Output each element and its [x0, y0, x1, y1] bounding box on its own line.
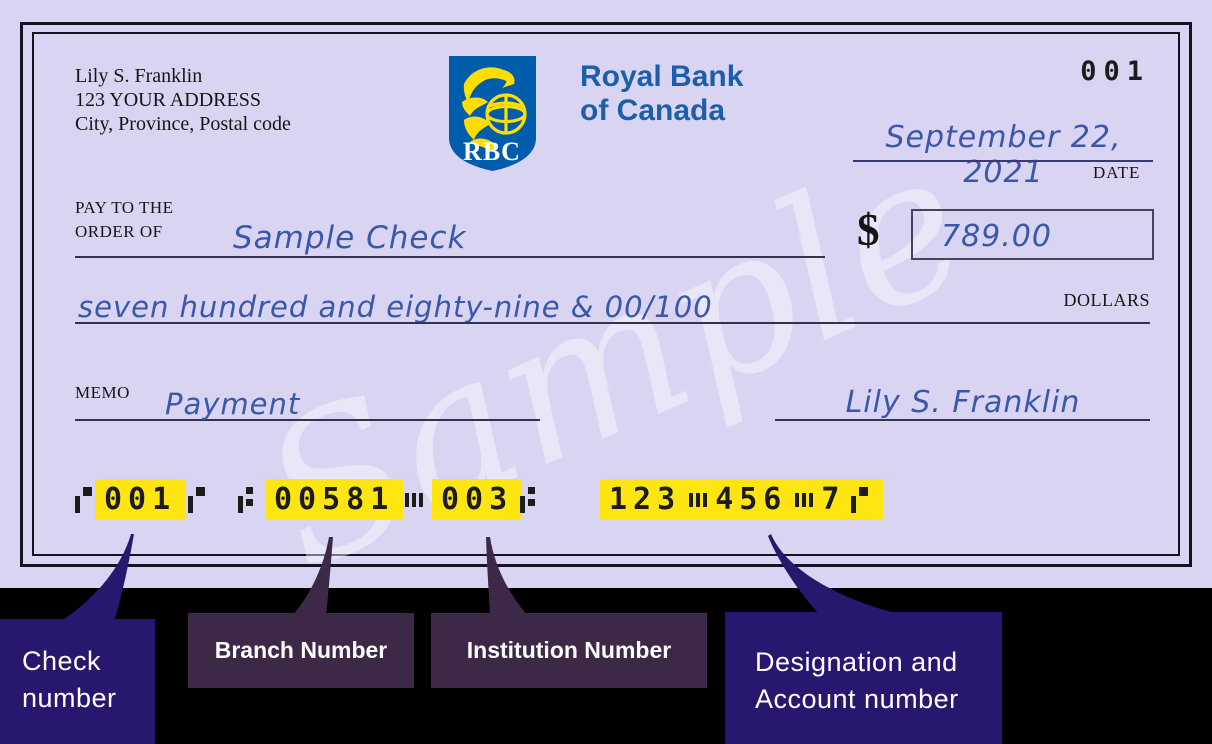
bank-name: Royal Bank of Canada	[580, 60, 743, 128]
payer-address-line1: 123 YOUR ADDRESS	[75, 89, 261, 111]
callout-branch-number-label: Branch Number	[214, 637, 388, 663]
check-inner-border	[32, 32, 1180, 556]
micr-check-number: 001	[95, 479, 186, 520]
micr-account-part1: 123	[609, 482, 682, 517]
micr-dash-symbol	[405, 487, 423, 513]
micr-onus-symbol	[75, 487, 92, 513]
amount-value: 789.00	[941, 219, 1052, 254]
micr-branch-number: 00581	[265, 479, 404, 520]
micr-transit-symbol	[238, 487, 253, 513]
callout-check-number-line2: number	[22, 683, 117, 713]
date-label: DATE	[1093, 163, 1141, 182]
payer-address-line2: City, Province, Postal code	[75, 113, 291, 135]
pay-to-label-line2: ORDER OF	[75, 222, 163, 241]
dollars-label: DOLLARS	[1063, 290, 1150, 310]
payer-name: Lily S. Franklin	[75, 65, 203, 87]
memo-value: Payment	[165, 387, 301, 421]
rbc-logo-icon: RBC	[449, 56, 536, 171]
amount-box	[911, 209, 1154, 260]
micr-account-part3: 7	[821, 482, 846, 517]
payee-value: Sample Check	[233, 220, 467, 256]
micr-institution-number: 003	[432, 479, 523, 520]
callout-check-number-line1: Check	[22, 646, 102, 676]
memo-line	[75, 419, 540, 421]
callout-institution-number-label: Institution Number	[466, 637, 672, 663]
callout-institution-number: Institution Number	[431, 613, 707, 688]
amount-words-line	[75, 322, 1150, 324]
bank-name-line2: of Canada	[580, 94, 726, 127]
callout-check-number: Check number	[0, 619, 155, 744]
callout-designation-line1: Designation and	[755, 647, 958, 677]
date-line	[853, 160, 1153, 162]
payee-line	[75, 256, 825, 258]
micr-dash-symbol	[795, 492, 814, 507]
payer-block: Lily S. Franklin 123 YOUR ADDRESS City, …	[75, 64, 291, 136]
pay-to-label-line1: PAY TO THE	[75, 198, 174, 217]
check-number-top: 001	[1080, 56, 1150, 87]
memo-label: MEMO	[75, 383, 130, 402]
micr-onus-symbol	[188, 487, 205, 513]
micr-transit-symbol	[520, 487, 535, 513]
micr-dash-symbol	[689, 492, 708, 507]
callout-designation-line2: Account number	[755, 684, 959, 714]
signature-value: Lily S. Franklin	[845, 385, 1081, 420]
micr-account-number: 123 456 7	[600, 479, 884, 520]
amount-words-value: seven hundred and eighty-nine & 00/100	[78, 290, 713, 324]
check	[20, 22, 1192, 567]
bank-name-line1: Royal Bank	[580, 60, 744, 93]
pay-to-label: PAY TO THE ORDER OF	[75, 196, 174, 244]
dollar-sign: $	[857, 205, 880, 255]
callout-branch-number: Branch Number	[188, 613, 414, 688]
callout-designation-account: Designation and Account number	[725, 612, 1002, 744]
micr-account-part2: 456	[715, 482, 788, 517]
signature-line	[775, 419, 1150, 421]
micr-onus-symbol	[851, 486, 869, 513]
svg-text:RBC: RBC	[463, 137, 521, 166]
